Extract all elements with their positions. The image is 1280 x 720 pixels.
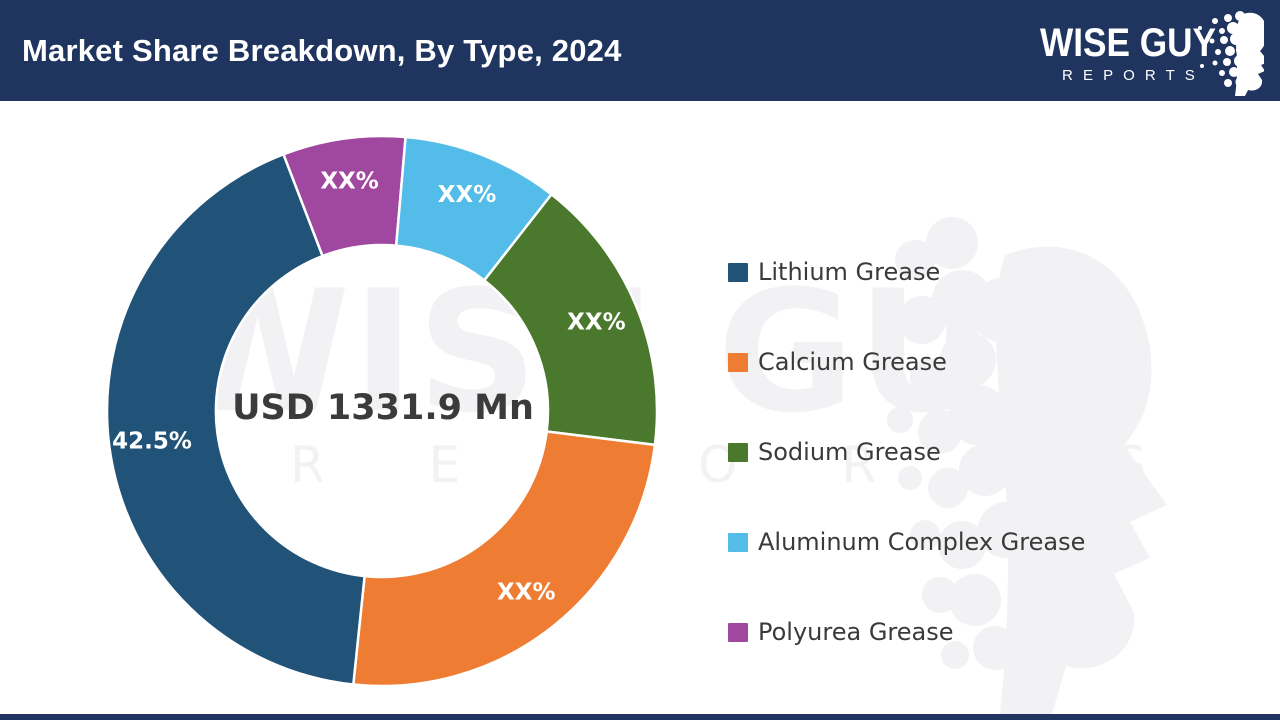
chart-legend: Lithium Grease Calcium Grease Sodium Greas… [728, 254, 1085, 704]
logo-text-wise-guy: WISE GUY [1040, 21, 1216, 65]
slice-label-polyurea-grease: XX% [320, 168, 379, 194]
header-bar: Market Share Breakdown, By Type, 2024 WI… [0, 0, 1280, 101]
legend-swatch-lithium-grease [728, 262, 748, 282]
legend-label-aluminum-complex-grease: Aluminum Complex Grease [758, 528, 1086, 556]
legend-item-polyurea-grease: Polyurea Grease [728, 614, 1085, 650]
donut-slice-lithium-grease [105, 153, 366, 686]
legend-item-lithium-grease: Lithium Grease [728, 254, 1085, 290]
legend-label-sodium-grease: Sodium Grease [758, 438, 941, 466]
legend-label-lithium-grease: Lithium Grease [758, 258, 941, 286]
slice-label-calcium-grease: XX% [497, 580, 556, 606]
legend-item-aluminum-complex-grease: Aluminum Complex Grease [728, 524, 1085, 560]
logo-face-icon [1198, 11, 1264, 96]
legend-swatch-polyurea-grease [728, 622, 748, 642]
legend-label-calcium-grease: Calcium Grease [758, 348, 947, 376]
legend-swatch-sodium-grease [728, 442, 748, 462]
slice-label-lithium-grease: 42.5% [112, 428, 192, 454]
legend-swatch-calcium-grease [728, 352, 748, 372]
legend-swatch-aluminum-complex-grease [728, 532, 748, 552]
center-value-label: USD 1331.9 Mn [232, 388, 534, 428]
page-title: Market Share Breakdown, By Type, 2024 [22, 32, 622, 68]
legend-item-calcium-grease: Calcium Grease [728, 344, 1085, 380]
logo-text-reports: R E P O R T S [1062, 67, 1198, 84]
slice-label-sodium-grease: XX% [567, 309, 626, 335]
legend-label-polyurea-grease: Polyurea Grease [758, 618, 954, 646]
donut-slice-calcium-grease [352, 430, 657, 688]
footer-bar [0, 714, 1280, 720]
slice-label-aluminum-complex-grease: XX% [438, 182, 497, 208]
legend-item-sodium-grease: Sodium Grease [728, 434, 1085, 470]
brand-logo: WISE GUY R E P O R T S [1040, 11, 1264, 96]
donut-slice-sodium-grease [483, 193, 659, 447]
